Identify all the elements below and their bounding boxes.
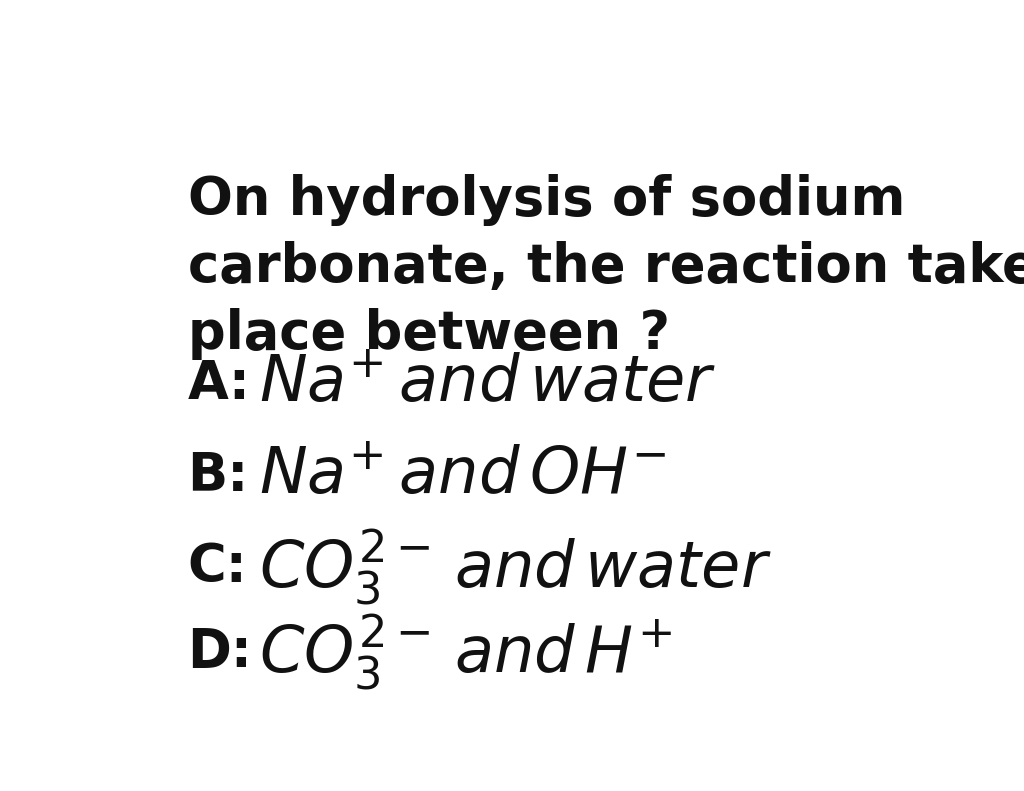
Text: A:: A: <box>187 358 251 411</box>
Text: D:: D: <box>187 626 252 678</box>
Text: $Na^{+}\, \mathit{and\, water}$: $Na^{+}\, \mathit{and\, water}$ <box>259 354 716 415</box>
Text: C:: C: <box>187 541 247 593</box>
Text: B:: B: <box>187 449 249 501</box>
Text: carbonate, the reaction takes: carbonate, the reaction takes <box>187 241 1024 293</box>
Text: $CO_3^{2-}\, \mathit{and}\, H^{+}$: $CO_3^{2-}\, \mathit{and}\, H^{+}$ <box>259 612 672 692</box>
Text: On hydrolysis of sodium: On hydrolysis of sodium <box>187 174 905 226</box>
Text: $CO_3^{2-}\, \mathit{and\, water}$: $CO_3^{2-}\, \mathit{and\, water}$ <box>259 527 772 607</box>
Text: $Na^{+}\, \mathit{and}\, OH^{-}$: $Na^{+}\, \mathit{and}\, OH^{-}$ <box>259 445 667 506</box>
Text: place between ?: place between ? <box>187 308 670 360</box>
